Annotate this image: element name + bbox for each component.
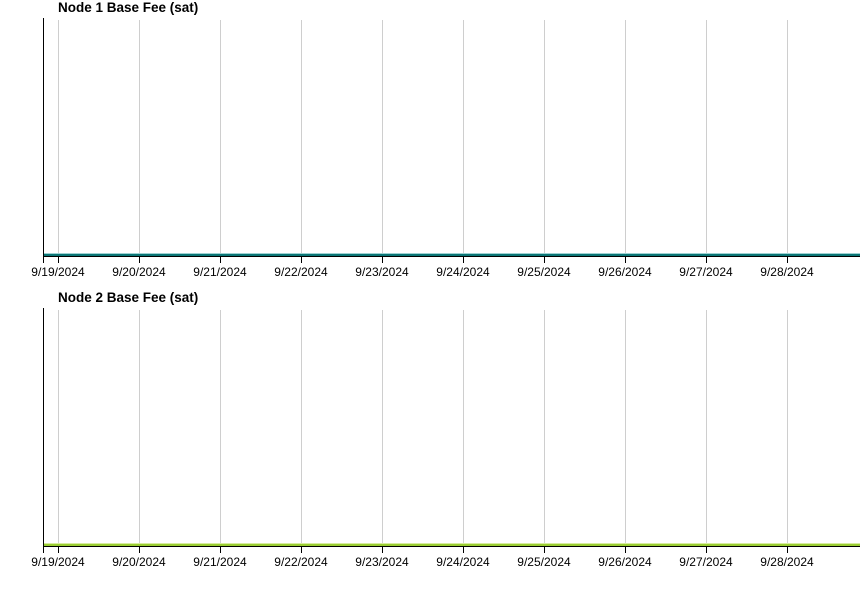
- plot-area-node2: [43, 308, 860, 547]
- x-axis-label: 9/27/2024: [679, 555, 733, 569]
- x-axis-label: 9/19/2024: [31, 265, 85, 279]
- x-tick: [220, 547, 221, 553]
- x-tick: [220, 257, 221, 263]
- gridline: [544, 20, 545, 256]
- gridline: [58, 20, 59, 256]
- gridline: [463, 20, 464, 256]
- plot-area-node1: [43, 18, 860, 257]
- x-tick: [58, 547, 59, 553]
- x-axis-label: 9/25/2024: [517, 265, 571, 279]
- x-tick: [544, 257, 545, 263]
- x-tick: [706, 547, 707, 553]
- x-axis-label: 9/23/2024: [355, 265, 409, 279]
- x-axis-label: 9/23/2024: [355, 555, 409, 569]
- y-axis-extension-tick: [43, 257, 44, 263]
- x-axis-label: 9/20/2024: [112, 555, 166, 569]
- x-axis-label: 9/24/2024: [436, 265, 490, 279]
- x-axis-label: 9/27/2024: [679, 265, 733, 279]
- x-tick: [463, 257, 464, 263]
- gridline: [787, 20, 788, 256]
- x-axis-label: 9/20/2024: [112, 265, 166, 279]
- x-tick: [463, 547, 464, 553]
- gridline: [706, 310, 707, 546]
- x-tick: [382, 547, 383, 553]
- x-tick: [301, 257, 302, 263]
- chart-node1-base-fee: Node 1 Base Fee (sat) 9/19/2024 9/20/2024…: [0, 0, 860, 290]
- gridline: [139, 310, 140, 546]
- x-tick: [787, 257, 788, 263]
- gridline: [463, 310, 464, 546]
- gridline: [301, 310, 302, 546]
- x-axis-label: 9/26/2024: [598, 265, 652, 279]
- x-tick: [58, 257, 59, 263]
- gridline: [706, 20, 707, 256]
- x-tick: [544, 547, 545, 553]
- x-axis-label: 9/26/2024: [598, 555, 652, 569]
- gridline: [544, 310, 545, 546]
- data-line-node2-base-fee: [44, 543, 860, 546]
- gridline: [382, 20, 383, 256]
- x-axis-label: 9/19/2024: [31, 555, 85, 569]
- x-axis-label: 9/25/2024: [517, 555, 571, 569]
- x-tick: [706, 257, 707, 263]
- gridline: [382, 310, 383, 546]
- x-tick: [382, 257, 383, 263]
- gridline: [625, 20, 626, 256]
- x-axis-label: 9/22/2024: [274, 265, 328, 279]
- gridline: [139, 20, 140, 256]
- x-tick: [139, 547, 140, 553]
- gridline: [625, 310, 626, 546]
- x-tick: [625, 547, 626, 553]
- chart-node2-base-fee: Node 2 Base Fee (sat) 9/19/2024 9/20/2024…: [0, 290, 860, 580]
- chart-title-node1: Node 1 Base Fee (sat): [58, 0, 199, 15]
- x-tick: [787, 547, 788, 553]
- gridline: [787, 310, 788, 546]
- x-tick: [301, 547, 302, 553]
- x-axis-label: 9/21/2024: [193, 265, 247, 279]
- x-axis-label: 9/21/2024: [193, 555, 247, 569]
- x-axis-label: 9/28/2024: [760, 265, 814, 279]
- x-axis-label: 9/24/2024: [436, 555, 490, 569]
- gridline: [301, 20, 302, 256]
- y-axis-extension-tick: [43, 547, 44, 553]
- chart-title-node2: Node 2 Base Fee (sat): [58, 290, 199, 305]
- gridline: [220, 310, 221, 546]
- x-tick: [139, 257, 140, 263]
- gridline: [58, 310, 59, 546]
- x-axis-label: 9/28/2024: [760, 555, 814, 569]
- gridline: [220, 20, 221, 256]
- x-tick: [625, 257, 626, 263]
- x-axis-label: 9/22/2024: [274, 555, 328, 569]
- data-line-node1-base-fee: [44, 253, 860, 256]
